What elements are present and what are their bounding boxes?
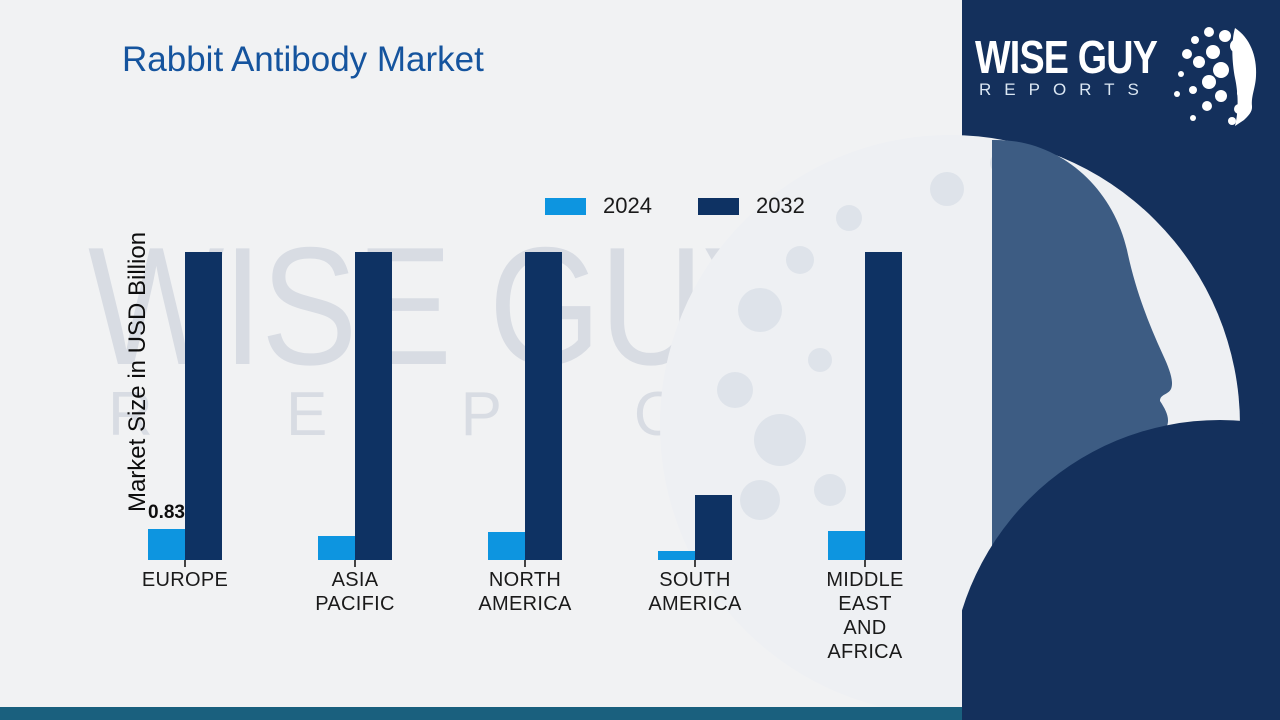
footer-accent-bar [0,707,962,720]
decor-blob [836,205,862,231]
decor-blob [786,246,814,274]
legend-label-2032: 2032 [755,193,805,218]
x-axis-tick [524,560,526,567]
chart-legend: 2024 2032 [545,193,805,219]
bar-value-label: 0.83 [148,502,185,524]
wise-guy-reports-logo: WISE GUY REPORTS [975,22,1265,132]
bar-2024-south-america [658,550,695,560]
logo-reports-text: REPORTS [979,80,1152,99]
legend-label-2024: 2024 [603,193,652,218]
bar-2024-middle-east-and-africa [828,531,865,560]
legend-item-2032: 2032 [697,193,805,219]
bar-2032-middle-east-and-africa [865,252,902,560]
bar-2032-north-america [525,252,562,560]
page-title: Rabbit Antibody Market [122,40,484,79]
decor-blob [738,288,782,332]
decor-blob [740,480,780,520]
decor-blob [930,172,964,206]
bar-2024-north-america [488,532,525,560]
legend-item-2024: 2024 [545,193,652,219]
logo-wiseguy-text: WISE GUY [975,31,1158,83]
x-axis-category-label: ASIA PACIFIC [315,569,395,615]
x-axis-category-label: NORTH AMERICA [478,569,572,615]
x-axis-category-label: EUROPE [141,569,229,591]
x-axis-category-label: SOUTH AMERICA [648,569,742,615]
bar-2032-europe [185,252,222,560]
legend-swatch-2032 [697,197,739,215]
decor-blob [717,372,753,408]
decor-blob [808,348,832,372]
x-axis-tick [354,560,356,567]
x-axis-tick [864,560,866,567]
decor-blob [814,474,846,506]
x-axis-tick [184,560,186,567]
x-axis-category-label: MIDDLE EAST AND AFRICA [826,569,904,663]
bar-2032-south-america [695,495,732,560]
bar-2024-europe [148,529,185,560]
bar-2032-asia-pacific [355,252,392,560]
bar-2024-asia-pacific [318,535,355,560]
decor-blob [754,414,806,466]
logo-face-icon [1174,27,1257,126]
x-axis-tick [694,560,696,567]
legend-swatch-2024 [545,197,586,215]
